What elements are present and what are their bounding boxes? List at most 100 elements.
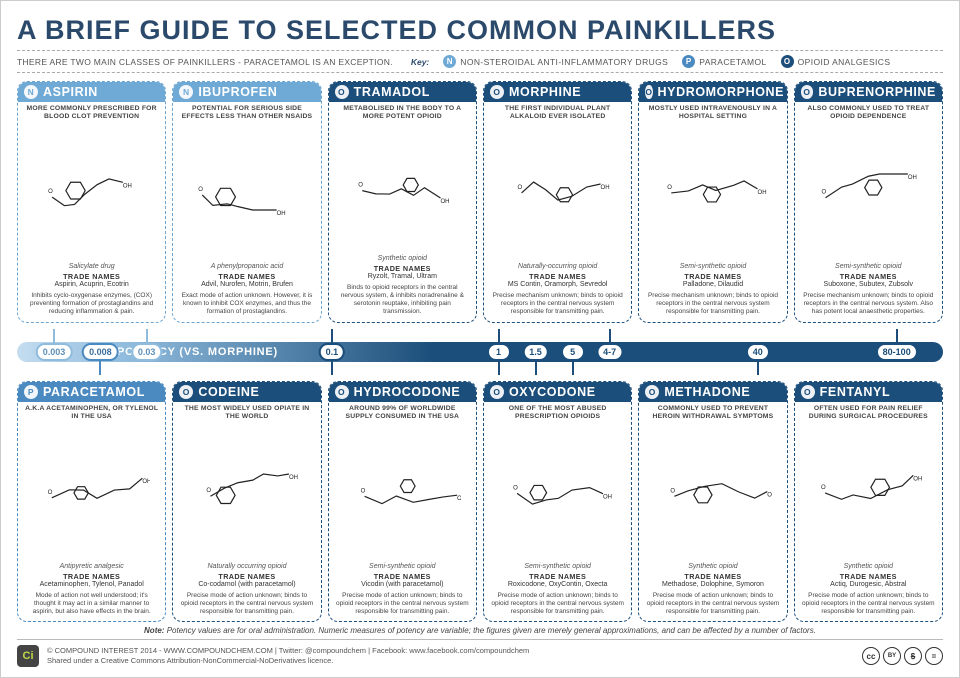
drug-class: Semi-synthetic opioid (484, 563, 631, 570)
svg-text:O: O (513, 485, 518, 491)
mechanism: Exact mode of action unknown. However, i… (173, 290, 320, 321)
tagline: MOSTLY USED INTRAVENOUSLY IN A HOSPITAL … (639, 102, 786, 121)
connector-line (331, 329, 333, 343)
trade-names: Advil, Nurofen, Motrin, Brufen (173, 281, 320, 290)
tagline: COMMONLY USED TO PREVENT HEROIN WITHDRAW… (639, 402, 786, 421)
svg-text:O: O (48, 489, 53, 495)
trade-names-label: TRADE NAMES (795, 570, 942, 581)
trade-names-label: TRADE NAMES (18, 270, 165, 281)
trade-names: Actiq, Durogesic, Abstral (795, 581, 942, 590)
svg-text:O: O (358, 183, 363, 189)
svg-text:O: O (667, 185, 672, 191)
trade-names: Palladone, Dilaudid (639, 281, 786, 290)
drug-card-methadone: O METHADONE COMMONLY USED TO PREVENT HER… (638, 381, 787, 623)
class-badge-icon: O (801, 85, 814, 99)
trade-names: Co-codamol (with paracetamol) (173, 581, 320, 590)
class-badge-icon: O (490, 385, 504, 399)
drug-name: CODEINE (198, 385, 259, 399)
mechanism: Mode of action not well understood; it's… (18, 590, 165, 621)
drug-class: Semi-synthetic opioid (329, 563, 476, 570)
cards-row-bottom: P PARACETAMOL A.K.A ACETAMINOPHEN, OR TY… (17, 381, 943, 623)
footer: Ci © COMPOUND INTEREST 2014 - WWW.COMPOU… (17, 639, 943, 667)
molecule-structure: O OH (329, 421, 476, 563)
drug-name: METHADONE (664, 385, 750, 399)
key-opioid: OOPIOID ANALGESICS (781, 55, 891, 68)
svg-text:O: O (821, 190, 826, 196)
tagline: THE FIRST INDIVIDUAL PLANT ALKALOID EVER… (484, 102, 631, 121)
svg-text:OH: OH (767, 492, 771, 498)
svg-text:O: O (517, 185, 522, 191)
drug-class: Semi-synthetic opioid (795, 263, 942, 270)
mechanism: Precise mode of action unknown; binds to… (639, 590, 786, 621)
svg-text:OH: OH (913, 476, 922, 482)
drug-name: ASPIRIN (43, 85, 98, 99)
molecule-structure: O OH (173, 421, 320, 563)
trade-names: Acetaminophen, Tylenol, Panadol (18, 581, 165, 590)
trade-names: Methadose, Dolophine, Symoron (639, 581, 786, 590)
mechanism: Inhibits cyclo-oxygenase enzymes, (COX) … (18, 290, 165, 321)
cc-by-icon: BY (883, 647, 901, 665)
svg-text:O: O (207, 488, 212, 494)
drug-class: Synthetic opioid (329, 255, 476, 262)
svg-text:OH: OH (123, 184, 132, 190)
class-badge-icon: O (335, 85, 349, 99)
class-badge-icon: O (335, 385, 349, 399)
molecule-icon: O OH (33, 466, 151, 518)
trade-names-label: TRADE NAMES (484, 270, 631, 281)
trade-names: MS Contin, Oramorph, Sevredol (484, 281, 631, 290)
cc-nd-icon: = (925, 647, 943, 665)
mechanism: Precise mode of action unknown; binds to… (795, 590, 942, 621)
connector-line (498, 329, 500, 343)
drug-class: Naturally occurring opioid (173, 563, 320, 570)
card-header: O MORPHINE (484, 82, 631, 102)
trade-names-label: TRADE NAMES (329, 262, 476, 273)
molecule-icon: O OH (654, 466, 772, 518)
key-row: THERE ARE TWO MAIN CLASSES OF PAINKILLER… (17, 50, 943, 73)
tagline: AROUND 99% OF WORLDWIDE SUPPLY CONSUMED … (329, 402, 476, 421)
mechanism: Precise mode of action unknown; binds to… (173, 590, 320, 621)
potency-bubble: 4-7 (596, 343, 623, 361)
connector-line (535, 361, 537, 375)
trade-names-label: TRADE NAMES (639, 570, 786, 581)
footer-text: © COMPOUND INTEREST 2014 - WWW.COMPOUNDC… (47, 646, 854, 666)
drug-name: TRAMADOL (354, 85, 430, 99)
class-badge-icon: P (24, 385, 38, 399)
card-header: N ASPIRIN (18, 82, 165, 102)
mechanism: Precise mechanism unknown; binds to opio… (484, 290, 631, 321)
card-header: O HYDROCODONE (329, 382, 476, 402)
connector-line (572, 361, 574, 375)
card-header: O FENTANYL (795, 382, 942, 402)
trade-names-label: TRADE NAMES (795, 270, 942, 281)
svg-text:O: O (821, 485, 826, 491)
class-badge-icon: O (645, 385, 659, 399)
mechanism: Precise mode of action unknown; binds to… (484, 590, 631, 621)
tagline: ONE OF THE MOST ABUSED PRESCRIPTION OPIO… (484, 402, 631, 421)
drug-card-hydromorphone: O HYDROMORPHONE MOSTLY USED INTRAVENOUSL… (638, 81, 787, 323)
molecule-icon: O OH (344, 162, 462, 214)
molecule-structure: O OH (18, 121, 165, 263)
svg-text:O: O (198, 187, 203, 193)
cards-grid: N ASPIRIN MORE COMMONLY PRESCRIBED FOR B… (17, 81, 943, 622)
mechanism: Precise mode of action unknown; binds to… (329, 590, 476, 621)
ci-logo-icon: Ci (17, 645, 39, 667)
potency-bubble: 0.1 (319, 343, 346, 361)
class-badge-icon: O (490, 85, 504, 99)
card-header: O TRAMADOL (329, 82, 476, 102)
footnote: Note: Potency values are for oral admini… (17, 622, 943, 639)
subtitle: THERE ARE TWO MAIN CLASSES OF PAINKILLER… (17, 57, 393, 67)
card-header: O CODEINE (173, 382, 320, 402)
molecule-icon: O OH (188, 166, 306, 218)
connector-line (757, 361, 759, 375)
badge-p-icon: P (682, 55, 695, 68)
trade-names-label: TRADE NAMES (173, 270, 320, 281)
key-label: Key: (411, 57, 429, 67)
molecule-icon: O OH (654, 166, 772, 218)
card-header: N IBUPROFEN (173, 82, 320, 102)
tagline: METABOLISED IN THE BODY TO A MORE POTENT… (329, 102, 476, 121)
class-badge-icon: O (645, 85, 652, 99)
trade-names: Aspirin, Acuprin, Ecotrin (18, 281, 165, 290)
infographic-page: A BRIEF GUIDE TO SELECTED COMMON PAINKIL… (0, 0, 960, 678)
svg-text:O: O (671, 488, 676, 494)
potency-bubble: 5 (561, 343, 585, 361)
molecule-structure: O OH (639, 421, 786, 563)
